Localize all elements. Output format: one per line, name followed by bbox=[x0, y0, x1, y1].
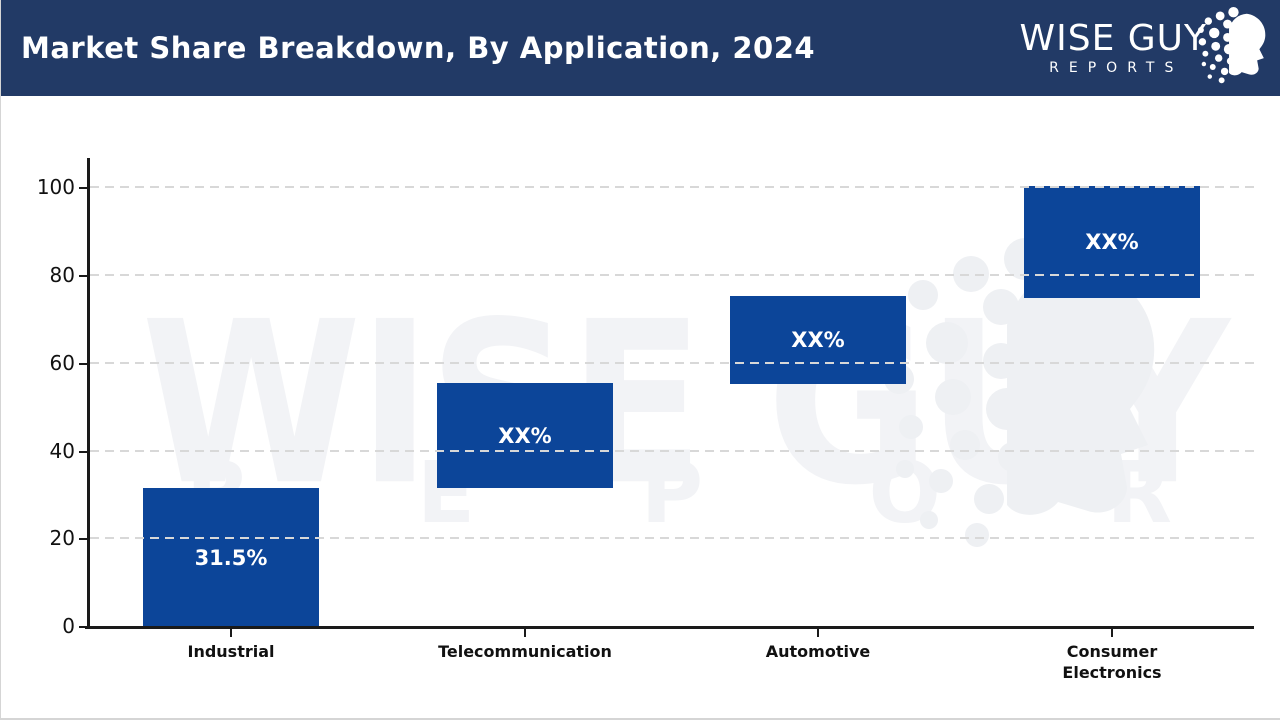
gridline-60 bbox=[90, 362, 1254, 364]
x-tick-mark bbox=[817, 629, 819, 637]
bar-value-label: 31.5% bbox=[194, 545, 268, 570]
logo-subtitle: REPORTS bbox=[1049, 59, 1184, 76]
header-banner: Market Share Breakdown, By Application, … bbox=[1, 0, 1280, 96]
page-title: Market Share Breakdown, By Application, … bbox=[21, 31, 816, 65]
x-tick-mark bbox=[230, 629, 232, 637]
y-tick-label: 80 bbox=[49, 263, 75, 287]
bar-consumer-electronics: XX% bbox=[1024, 186, 1200, 298]
y-tick-label: 60 bbox=[49, 351, 75, 375]
bar-industrial: 31.5% bbox=[143, 488, 319, 627]
x-category-label-industrial: Industrial bbox=[187, 642, 275, 661]
x-category-label-telecommunication: Telecommunication bbox=[438, 642, 612, 661]
y-tick-mark bbox=[79, 626, 87, 628]
gridline-20 bbox=[90, 537, 1254, 539]
y-tick-mark bbox=[79, 363, 87, 365]
x-tick-mark bbox=[1111, 629, 1113, 637]
y-tick-mark bbox=[79, 451, 87, 453]
y-tick-label: 0 bbox=[62, 614, 75, 638]
bar-value-label: XX% bbox=[1085, 230, 1139, 254]
logo-text: WISE GUY REPORTS bbox=[1019, 17, 1208, 76]
logo-wordmark: WISE GUY bbox=[1019, 17, 1207, 59]
x-category-label-automotive: Automotive bbox=[765, 642, 871, 661]
y-tick-label: 40 bbox=[49, 439, 75, 463]
bar-telecommunication: XX% bbox=[437, 383, 613, 488]
gridline-100 bbox=[90, 186, 1254, 188]
y-tick-label: 20 bbox=[49, 526, 75, 550]
x-tick-mark bbox=[524, 629, 526, 637]
gridline-80 bbox=[90, 274, 1254, 276]
y-tick-mark bbox=[79, 275, 87, 277]
wise-guy-reports-logo: WISE GUY REPORTS bbox=[1020, 6, 1270, 88]
bar-automotive: XX% bbox=[730, 296, 906, 384]
bar-value-label: XX% bbox=[498, 423, 552, 448]
x-axis-spine bbox=[85, 626, 1254, 629]
chart-plot-area: WISE GUY R E P O R T S 31.5% XX% XX% XX% bbox=[1, 96, 1280, 718]
x-category-label-consumer-electronics: Consumer Electronics bbox=[1062, 642, 1162, 682]
y-tick-label: 100 bbox=[36, 175, 75, 199]
y-tick-mark bbox=[79, 187, 87, 189]
y-axis-spine bbox=[87, 158, 90, 628]
y-tick-mark bbox=[79, 538, 87, 540]
gridline-40 bbox=[90, 450, 1254, 452]
logo-face-icon bbox=[1197, 7, 1266, 84]
bar-value-label: XX% bbox=[791, 328, 845, 352]
